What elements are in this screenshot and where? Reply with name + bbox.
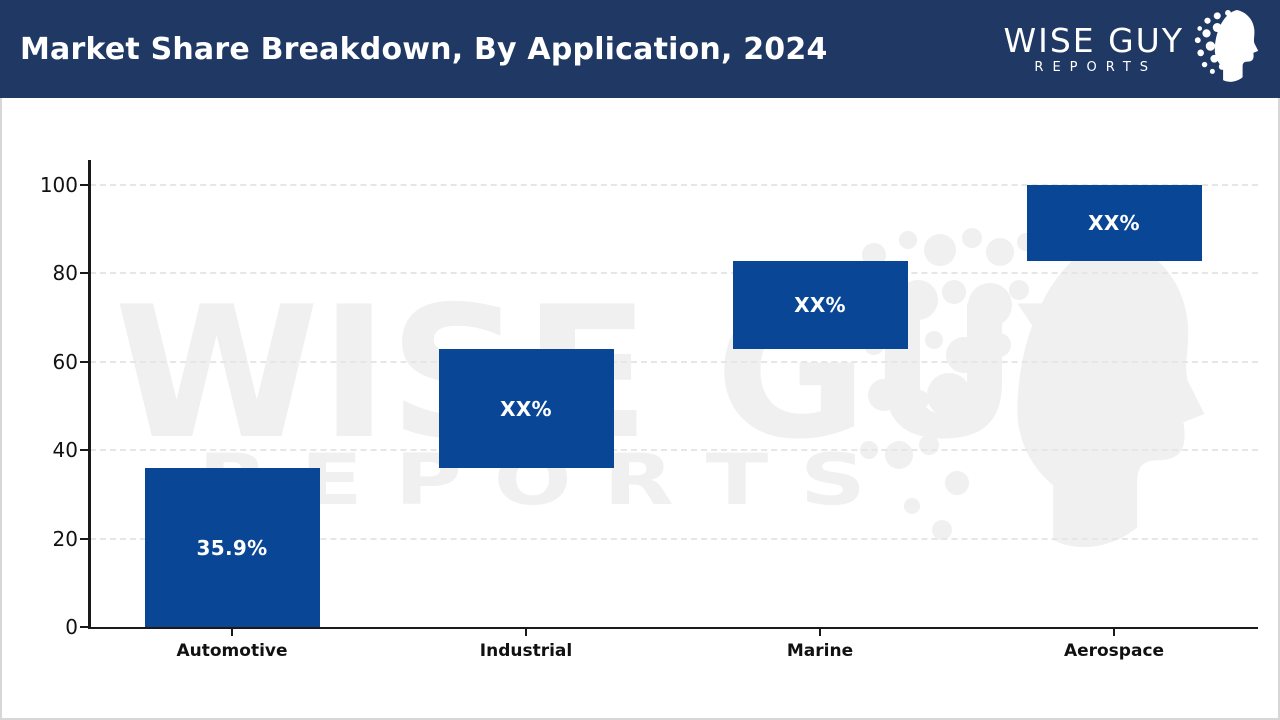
y-tick-mark: [80, 449, 90, 452]
bar-value-label: XX%: [794, 292, 846, 317]
chart-canvas: WISE GUY R E P O R T S 0 20 40 60 80 100 35.9%…: [0, 98, 1280, 720]
y-tick-mark: [80, 272, 90, 275]
y-tick-label: 0: [65, 615, 78, 639]
x-category-label: Marine: [786, 641, 854, 661]
bar-marine: XX%: [732, 260, 908, 349]
logo-wordmark-line1: WISE GUY: [1003, 20, 1184, 60]
y-tick-label: 100: [39, 173, 78, 197]
grid-line: [90, 360, 1258, 363]
bar-aerospace: XX%: [1026, 185, 1202, 261]
bar-value-label: 35.9%: [196, 535, 268, 560]
y-tick-mark: [80, 184, 90, 186]
page-title: Market Share Breakdown, By Application, …: [20, 31, 828, 67]
bar-value-label: XX%: [1088, 210, 1140, 235]
x-tick-mark: [231, 627, 233, 636]
x-category-label: Aerospace: [1063, 641, 1165, 661]
y-tick-mark: [80, 626, 90, 628]
grid-line: [90, 449, 1258, 452]
bar-automotive: 35.9%: [144, 468, 320, 627]
header-band: Market Share Breakdown, By Application, …: [0, 0, 1280, 98]
y-tick-mark: [80, 537, 90, 540]
bar-industrial: XX%: [438, 348, 614, 469]
x-category-label: Industrial: [479, 641, 573, 661]
y-tick-label: 60: [52, 349, 78, 374]
x-category-label: Automotive: [176, 641, 288, 661]
x-axis-line: [88, 626, 1258, 629]
y-axis-line: [88, 160, 91, 629]
waterfall-bar-chart: 0 20 40 60 80 100 35.9% XX% XX% XX% Automotive Indu…: [2, 98, 1278, 718]
x-tick-mark: [819, 627, 821, 636]
face-profile-icon: [1194, 9, 1259, 82]
y-tick-label: 20: [52, 526, 78, 551]
x-tick-mark: [1113, 627, 1115, 636]
bar-value-label: XX%: [500, 396, 552, 421]
logo-wordmark-line2: REPORTS: [1034, 59, 1158, 75]
y-tick-label: 40: [52, 438, 78, 463]
grid-line: [90, 184, 1258, 186]
logo-wordmark: WISE GUY REPORTS: [1003, 24, 1184, 75]
wise-guy-logo: WISE GUY REPORTS: [1003, 8, 1266, 90]
grid-line: [90, 537, 1258, 540]
x-tick-mark: [525, 627, 527, 636]
y-tick-label: 80: [52, 261, 78, 286]
grid-line: [90, 272, 1258, 275]
y-tick-mark: [80, 360, 90, 363]
